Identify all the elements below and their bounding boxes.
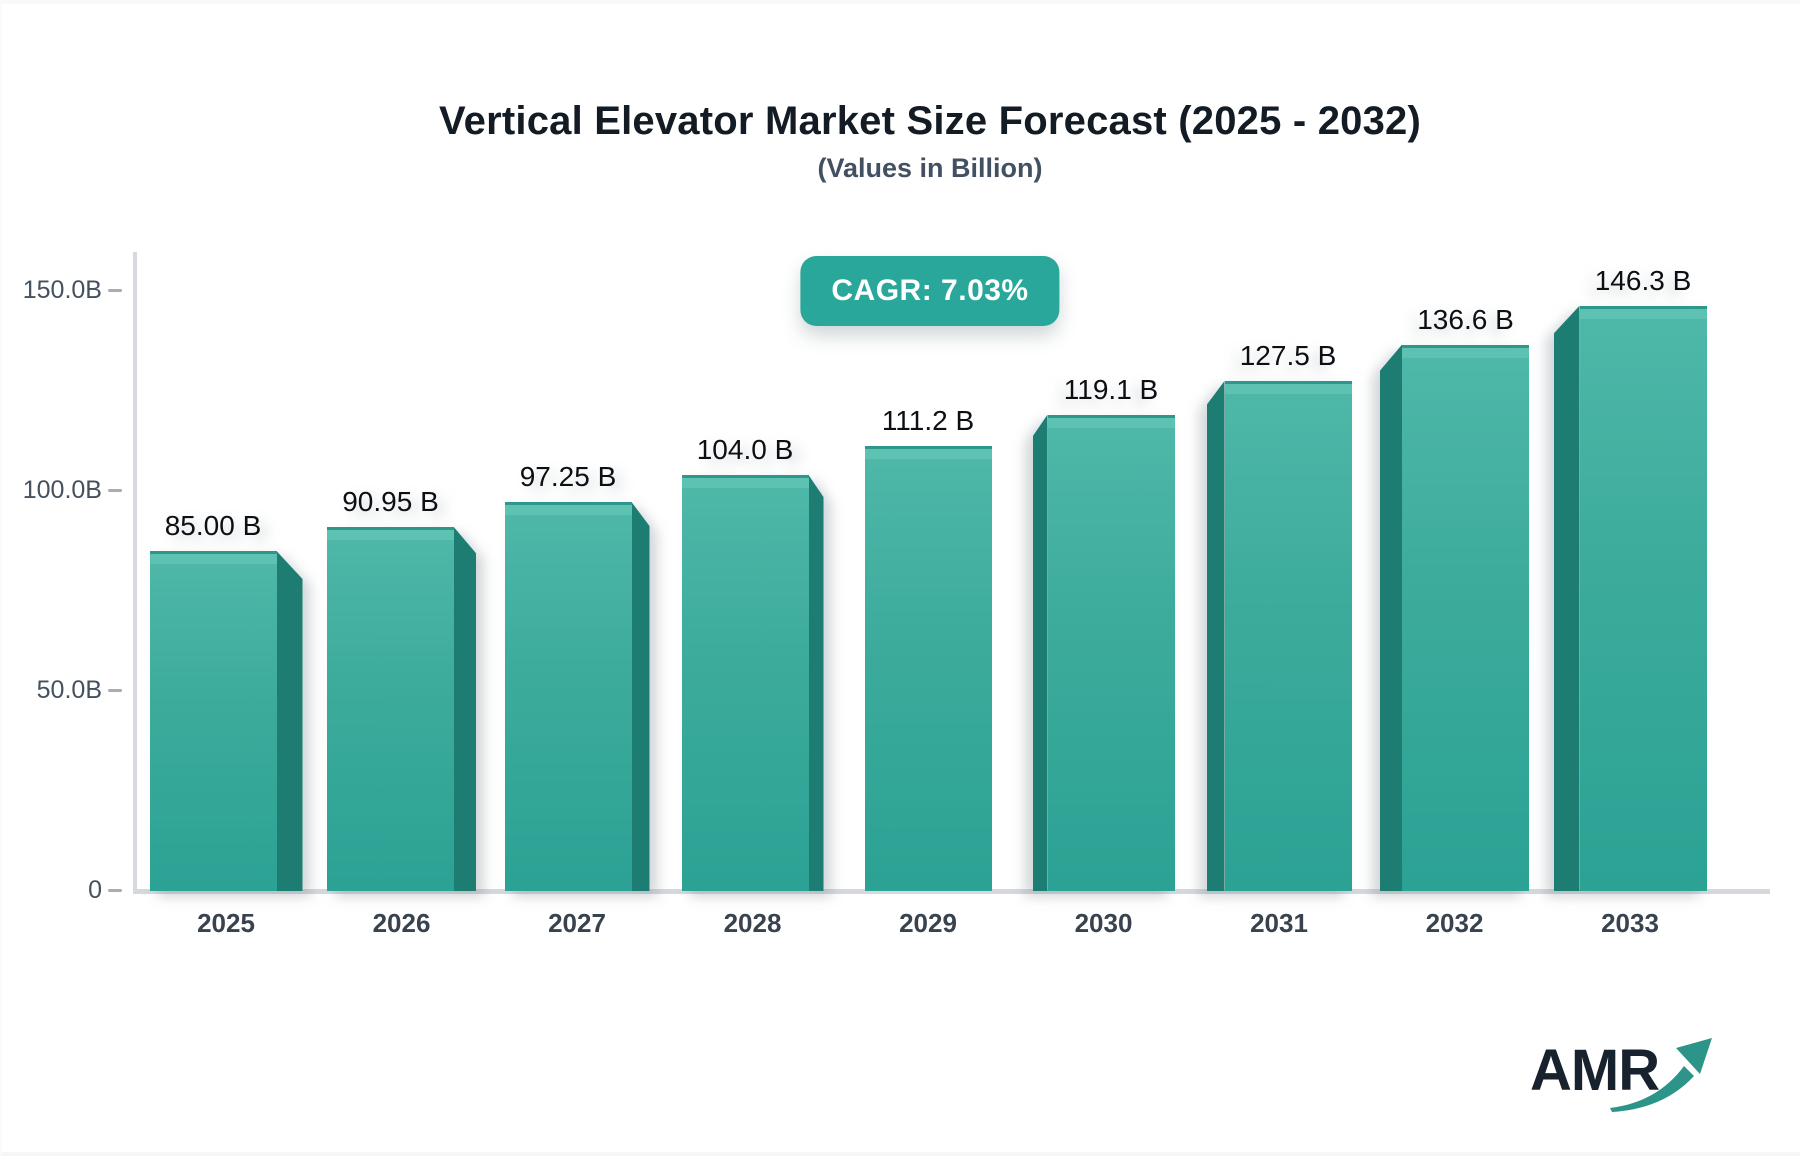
bar-2026: 90.95 B (327, 487, 476, 891)
bar-side (454, 527, 476, 891)
bar-face (1402, 344, 1529, 891)
bar-2029: 111.2 B (864, 406, 992, 891)
bar-2025: 85.00 B (149, 511, 303, 891)
x-axis-year-label: 2031 (1250, 908, 1308, 938)
bar-2031: 127.5 B (1206, 341, 1352, 891)
bar-face (504, 502, 632, 891)
bar-face (1047, 414, 1175, 891)
bar-2030: 119.1 B (1032, 374, 1175, 891)
bar-value-label: 90.95 B (342, 486, 439, 518)
bar-2032: 136.6 B (1380, 304, 1529, 891)
bar-2033: 146.3 B (1553, 265, 1707, 891)
bar-value-label: 104.0 B (696, 434, 794, 465)
x-axis-year-label: 2033 (1601, 908, 1659, 938)
bar-side (1032, 414, 1048, 891)
bar-2028: 104.0 B (681, 435, 824, 891)
bar-value-label: 85.00 B (164, 510, 262, 541)
bar-side (276, 551, 303, 891)
cagr-badge: CAGR: 7.03% (800, 256, 1060, 326)
x-axis-year-label: 2027 (548, 908, 606, 938)
y-tick-label: 50.0B (36, 676, 102, 704)
x-axis-year-label: 2028 (723, 908, 782, 938)
y-tick-label: 150.0B (22, 276, 102, 304)
chart-subtitle: (Values in Billion) (817, 153, 1043, 183)
bar-side (1553, 305, 1580, 891)
bar-2027: 97.25 B (504, 462, 650, 891)
y-axis-line (133, 252, 137, 893)
bar-value-label: 136.6 B (1417, 303, 1514, 335)
bar-face (1579, 305, 1707, 891)
y-tick-mark (108, 289, 122, 292)
amr-logo: AMR (1530, 1036, 1730, 1122)
y-tick-label: 0 (88, 876, 102, 904)
amr-logo-text: AMR (1530, 1038, 1660, 1103)
x-axis-line (133, 889, 1770, 894)
bar-value-label: 146.3 B (1594, 264, 1692, 296)
bar-value-label: 97.25 B (519, 461, 617, 492)
x-axis-year-label: 2026 (372, 908, 431, 938)
bar-side (1380, 344, 1402, 891)
bar-side (631, 502, 650, 891)
y-tick-mark (108, 889, 122, 892)
x-axis-year-label: 2032 (1425, 908, 1484, 938)
bar-value-label: 119.1 B (1063, 373, 1159, 405)
bar-face (149, 551, 277, 891)
bar-face (681, 475, 809, 891)
y-tick-mark (108, 489, 122, 492)
amr-logo-arrow-icon (1610, 1038, 1712, 1112)
x-axis-year-label: 2029 (899, 908, 957, 938)
bar-side (808, 475, 824, 891)
bar-value-label: 127.5 B (1239, 340, 1337, 371)
y-tick-label: 100.0B (22, 476, 102, 504)
bar-face (864, 446, 992, 891)
bar-face (327, 527, 454, 891)
chart-title: Vertical Elevator Market Size Forecast (… (438, 99, 1422, 143)
bar-value-label: 111.2 B (881, 405, 975, 437)
bar-face (1224, 381, 1352, 891)
bar-side (1206, 381, 1225, 891)
x-axis-year-label: 2030 (1074, 908, 1133, 938)
x-axis-year-label: 2025 (197, 908, 255, 938)
y-tick-mark (108, 689, 122, 692)
